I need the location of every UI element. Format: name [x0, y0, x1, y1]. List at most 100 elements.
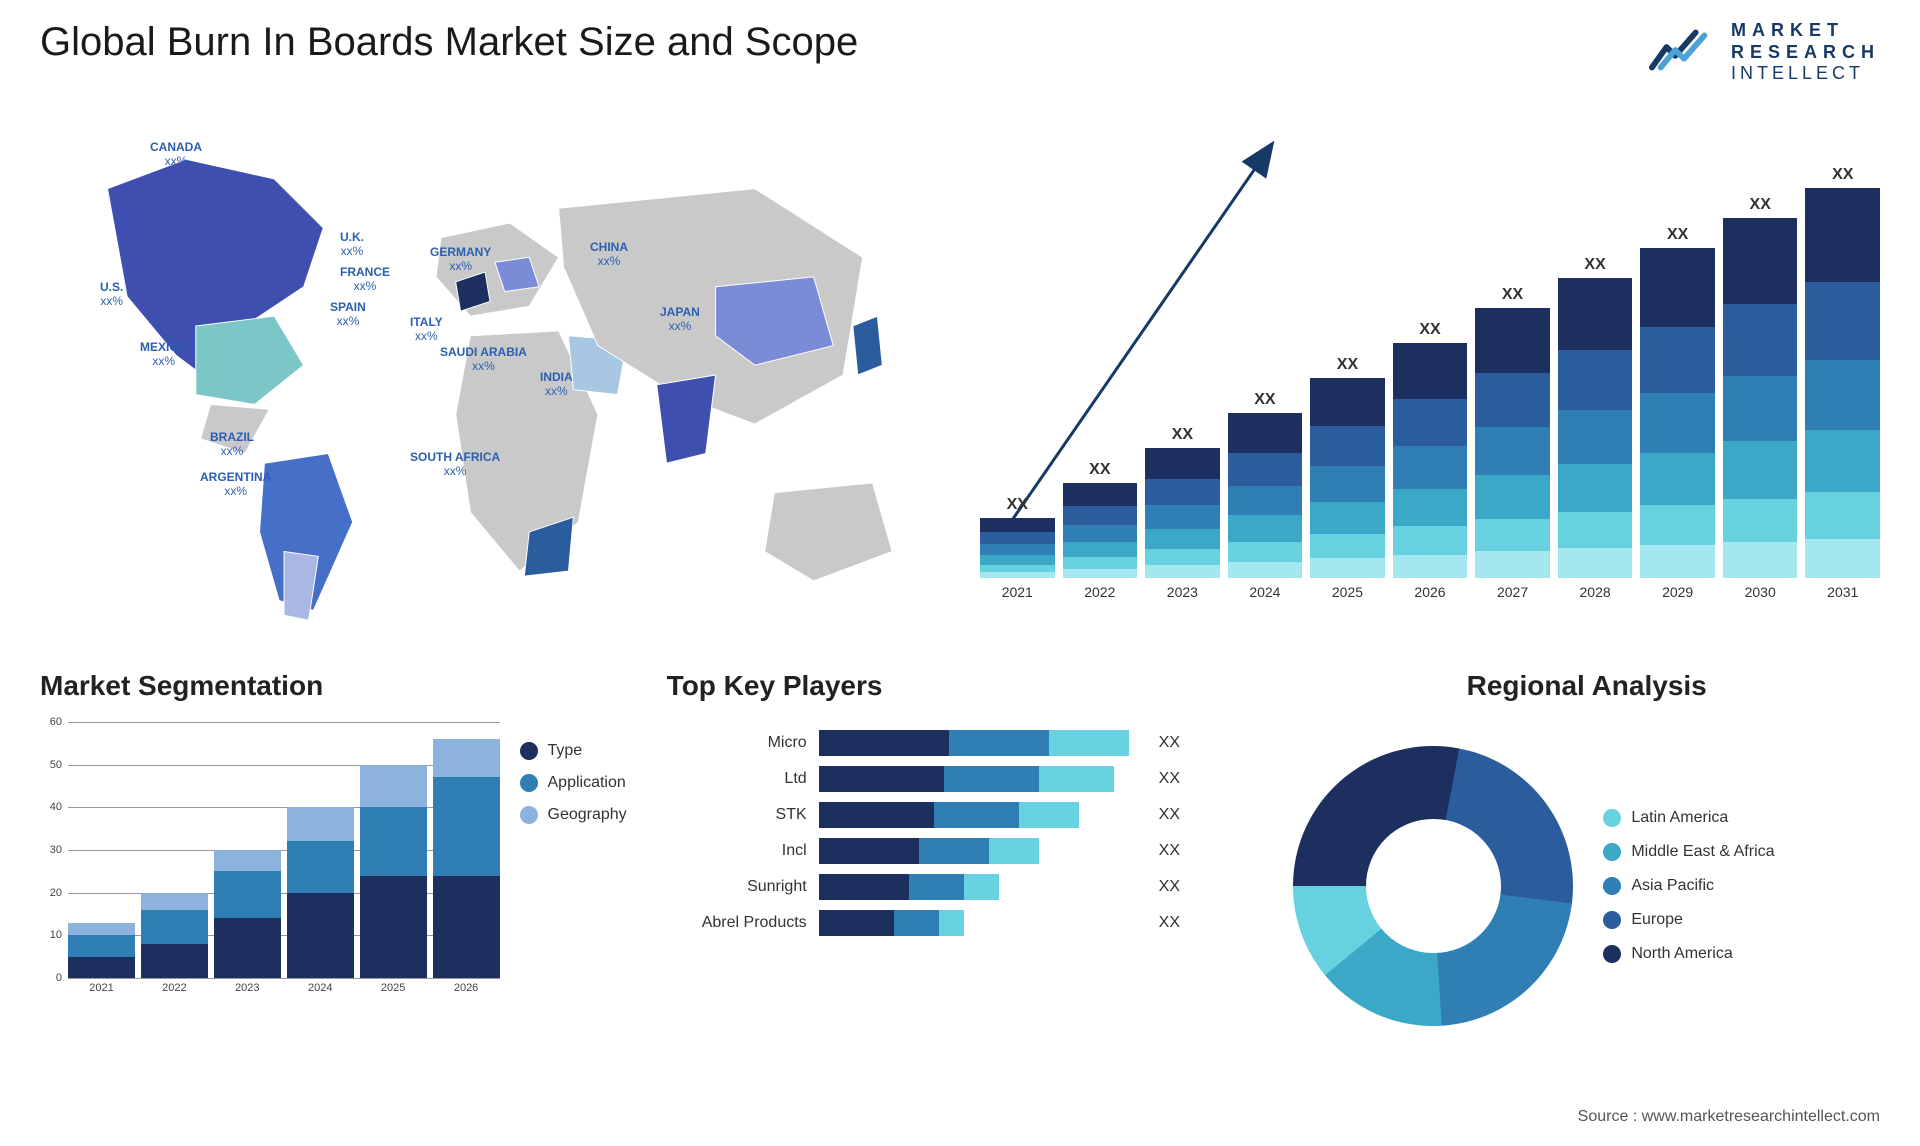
- growth-bar-year: 2025: [1332, 584, 1363, 600]
- growth-bar-col: XX 2030: [1723, 196, 1798, 600]
- growth-bar-value: XX: [1832, 166, 1853, 184]
- map-label: CANADAxx%: [150, 140, 202, 169]
- growth-bar-col: XX 2022: [1063, 461, 1138, 600]
- seg-bar: [214, 850, 281, 978]
- growth-bar-col: XX 2031: [1805, 166, 1880, 600]
- map-label: BRAZILxx%: [210, 430, 254, 459]
- map-label: GERMANYxx%: [430, 245, 491, 274]
- map-label: FRANCExx%: [340, 265, 390, 294]
- growth-bar-col: XX 2026: [1393, 321, 1468, 600]
- player-value: XX: [1159, 878, 1180, 896]
- player-label: STK: [667, 806, 807, 824]
- growth-bar-year: 2031: [1827, 584, 1858, 600]
- player-value: XX: [1159, 842, 1180, 860]
- segmentation-panel: Market Segmentation 01020304050602021202…: [40, 670, 627, 1050]
- player-row: Sunright XX: [667, 874, 1254, 900]
- legend-item: Geography: [520, 806, 627, 824]
- growth-bar-year: 2024: [1249, 584, 1280, 600]
- legend-item: Middle East & Africa: [1603, 843, 1774, 861]
- legend-item: Type: [520, 742, 627, 760]
- player-value: XX: [1159, 914, 1180, 932]
- growth-bar-value: XX: [1419, 321, 1440, 339]
- brand-logo: MARKET RESEARCH INTELLECT: [1649, 20, 1880, 85]
- growth-bar-col: XX 2024: [1228, 391, 1303, 600]
- map-label: U.K.xx%: [340, 230, 364, 259]
- growth-bar-year: 2029: [1662, 584, 1693, 600]
- header: Global Burn In Boards Market Size and Sc…: [40, 20, 1880, 85]
- player-label: Ltd: [667, 770, 807, 788]
- players-chart: MicroXXLtdXXSTKXXInclXXSunrightXXAbrel P…: [667, 722, 1254, 1050]
- map-label: SAUDI ARABIAxx%: [440, 345, 527, 374]
- player-row: Micro XX: [667, 730, 1254, 756]
- player-label: Abrel Products: [667, 914, 807, 932]
- growth-bar-value: XX: [1007, 496, 1028, 514]
- growth-bar-value: XX: [1667, 226, 1688, 244]
- growth-bar-value: XX: [1502, 286, 1523, 304]
- player-value: XX: [1159, 770, 1180, 788]
- player-row: Abrel Products XX: [667, 910, 1254, 936]
- brand-logo-text: MARKET RESEARCH INTELLECT: [1731, 20, 1880, 85]
- growth-bar-year: 2022: [1084, 584, 1115, 600]
- legend-item: Europe: [1603, 911, 1774, 929]
- seg-bar: [433, 739, 500, 978]
- growth-bar-col: XX 2028: [1558, 256, 1633, 600]
- growth-bar-year: 2021: [1002, 584, 1033, 600]
- source-text: Source : www.marketresearchintellect.com: [1578, 1108, 1880, 1126]
- growth-bar-value: XX: [1172, 426, 1193, 444]
- growth-bar-col: XX 2027: [1475, 286, 1550, 600]
- regional-donut: [1293, 746, 1573, 1026]
- growth-chart: XX 2021 XX 2022 XX 2023 XX 2024 XX 2025 XX 2026 XX 20…: [980, 120, 1880, 630]
- growth-bar-value: XX: [1584, 256, 1605, 274]
- map-label: SPAINxx%: [330, 300, 366, 329]
- growth-bar-year: 2030: [1745, 584, 1776, 600]
- map-label: JAPANxx%: [660, 305, 700, 334]
- map-label: SOUTH AFRICAxx%: [410, 450, 500, 479]
- seg-bar: [68, 923, 135, 978]
- player-row: STK XX: [667, 802, 1254, 828]
- growth-bar-year: 2023: [1167, 584, 1198, 600]
- map-label: INDIAxx%: [540, 370, 573, 399]
- players-panel: Top Key Players MicroXXLtdXXSTKXXInclXXS…: [667, 670, 1254, 1050]
- growth-bar-col: XX 2029: [1640, 226, 1715, 600]
- players-title: Top Key Players: [667, 670, 1254, 702]
- map-label: U.S.xx%: [100, 280, 123, 309]
- growth-bar-value: XX: [1254, 391, 1275, 409]
- world-map: [40, 120, 940, 630]
- player-label: Micro: [667, 734, 807, 752]
- segmentation-chart: 0102030405060202120222023202420252026: [40, 722, 500, 1002]
- growth-bar-year: 2026: [1414, 584, 1445, 600]
- growth-bar-value: XX: [1337, 356, 1358, 374]
- player-value: XX: [1159, 734, 1180, 752]
- map-label: ITALYxx%: [410, 315, 443, 344]
- player-value: XX: [1159, 806, 1180, 824]
- legend-item: North America: [1603, 945, 1774, 963]
- legend-item: Asia Pacific: [1603, 877, 1774, 895]
- segmentation-legend: Type Application Geography: [520, 722, 627, 1050]
- growth-bar-col: XX 2021: [980, 496, 1055, 600]
- growth-chart-panel: XX 2021 XX 2022 XX 2023 XX 2024 XX 2025 XX 2026 XX 20…: [980, 120, 1880, 630]
- growth-bar-value: XX: [1089, 461, 1110, 479]
- bottom-section: Market Segmentation 01020304050602021202…: [40, 670, 1880, 1050]
- top-section: CANADAxx% U.S.xx% MEXICOxx% BRAZILxx% ARGENT…: [40, 120, 1880, 630]
- regional-legend: Latin America Middle East & Africa Asia Pa…: [1603, 809, 1774, 963]
- player-row: Incl XX: [667, 838, 1254, 864]
- map-label: ARGENTINAxx%: [200, 470, 271, 499]
- seg-bar: [141, 893, 208, 978]
- player-label: Sunright: [667, 878, 807, 896]
- growth-bar-col: XX 2023: [1145, 426, 1220, 600]
- segmentation-title: Market Segmentation: [40, 670, 627, 702]
- regional-title: Regional Analysis: [1293, 670, 1880, 702]
- growth-bar-year: 2028: [1580, 584, 1611, 600]
- map-label: MEXICOxx%: [140, 340, 187, 369]
- player-label: Incl: [667, 842, 807, 860]
- map-label: CHINAxx%: [590, 240, 628, 269]
- page-title: Global Burn In Boards Market Size and Sc…: [40, 20, 858, 65]
- brand-logo-icon: [1649, 25, 1719, 80]
- legend-item: Application: [520, 774, 627, 792]
- seg-bar: [360, 765, 427, 978]
- growth-bar-value: XX: [1750, 196, 1771, 214]
- legend-item: Latin America: [1603, 809, 1774, 827]
- seg-bar: [287, 807, 354, 978]
- growth-bar-col: XX 2025: [1310, 356, 1385, 600]
- growth-bar-year: 2027: [1497, 584, 1528, 600]
